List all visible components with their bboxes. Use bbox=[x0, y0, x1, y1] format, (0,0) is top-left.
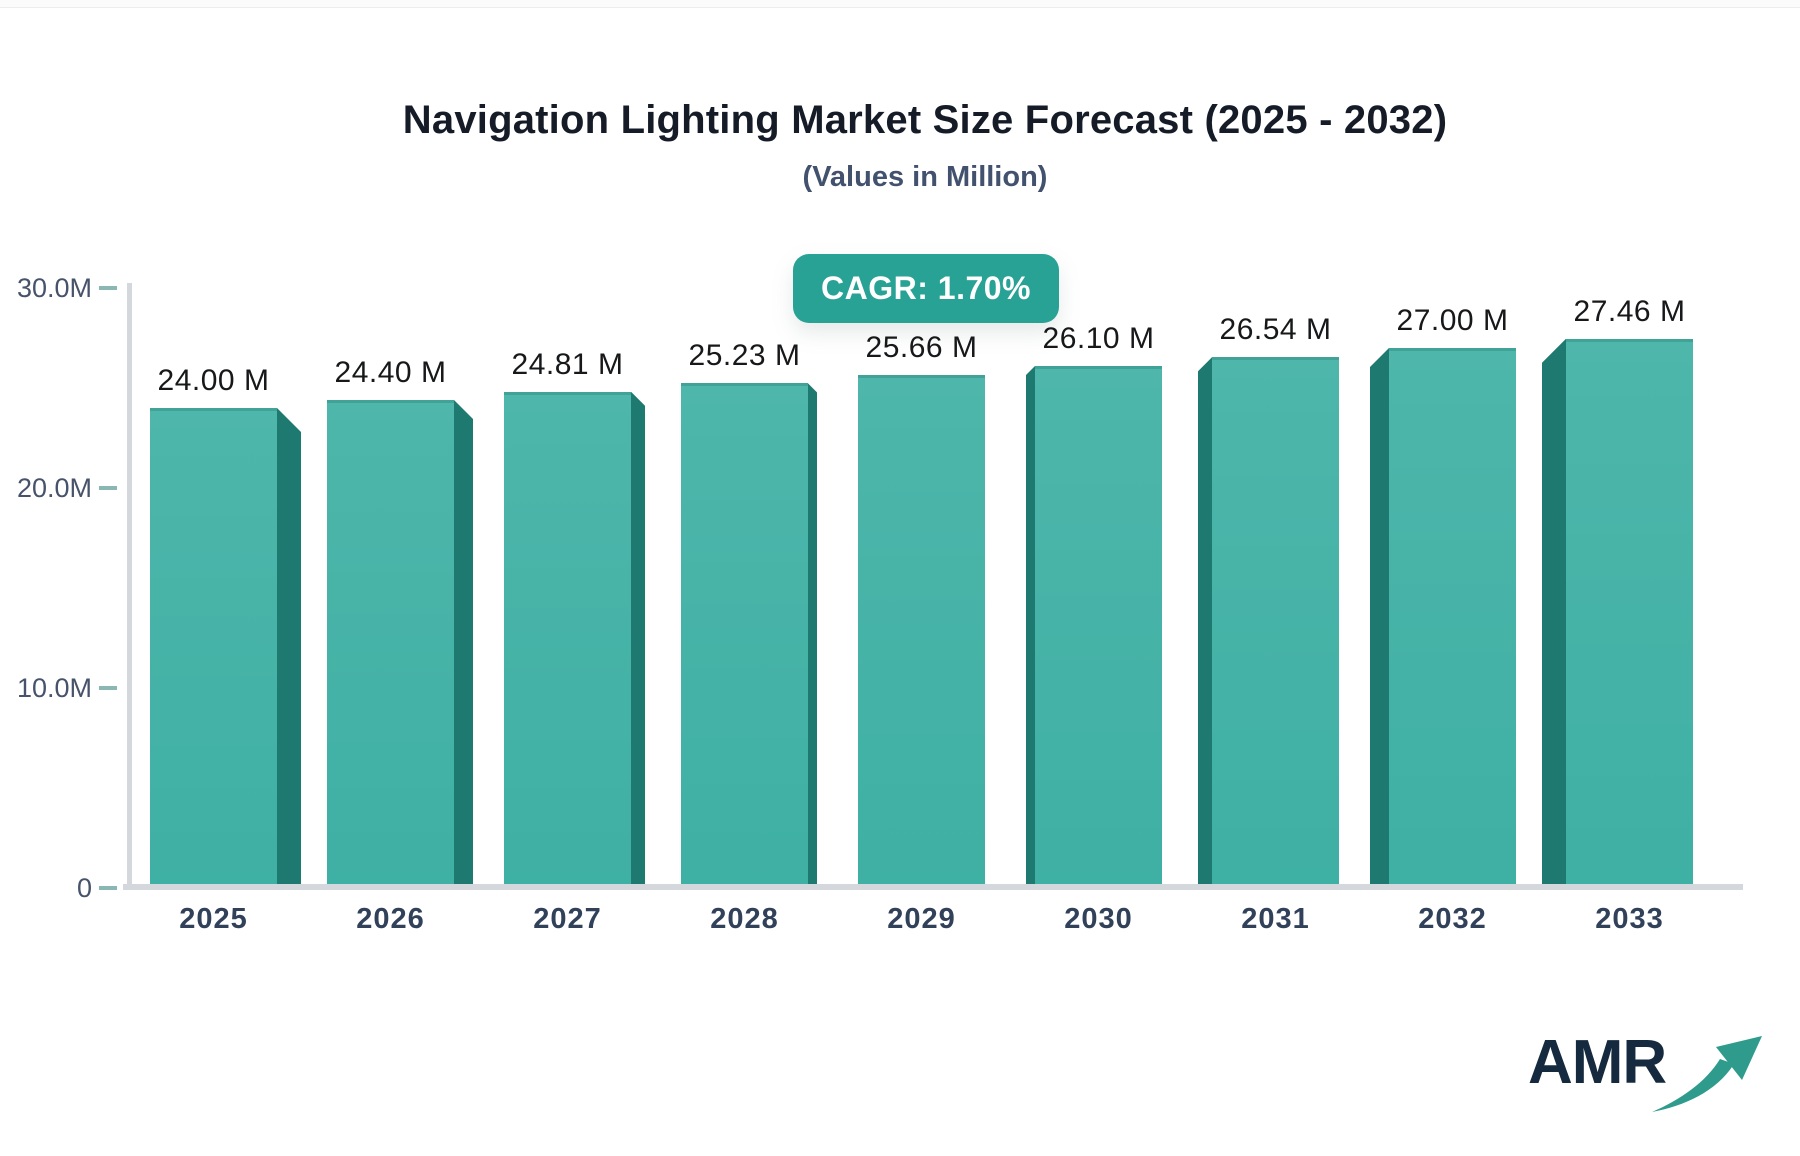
bar-value-label: 25.66 M bbox=[865, 330, 978, 364]
x-tick-label: 2032 bbox=[1418, 903, 1487, 935]
bar-side bbox=[808, 383, 817, 884]
x-tick-label: 2027 bbox=[533, 903, 602, 935]
bar-face bbox=[1035, 366, 1162, 884]
chart-title: Navigation Lighting Market Size Forecast… bbox=[402, 98, 1448, 142]
y-axis-line bbox=[127, 283, 132, 890]
bar-side bbox=[1198, 357, 1212, 884]
x-tick-label: 2025 bbox=[179, 903, 248, 935]
y-tick-label: 0 bbox=[76, 873, 92, 903]
bar-face bbox=[1389, 348, 1516, 884]
bar-value-label: 24.40 M bbox=[334, 356, 447, 389]
x-axis-line bbox=[123, 884, 1743, 890]
x-tick-label: 2031 bbox=[1241, 903, 1310, 935]
growth-arrow-icon bbox=[1652, 1036, 1763, 1112]
bar-face bbox=[1212, 357, 1339, 884]
bar-value-label: 25.23 M bbox=[688, 339, 801, 373]
bar-face bbox=[681, 383, 808, 884]
bar-side bbox=[631, 391, 645, 884]
bar-side bbox=[277, 408, 301, 884]
top-border bbox=[0, 0, 1800, 8]
bar-value-label: 26.54 M bbox=[1219, 313, 1332, 347]
x-tick-label: 2028 bbox=[710, 903, 779, 935]
bar-face bbox=[858, 374, 985, 884]
bar-face bbox=[327, 400, 454, 884]
bar-face bbox=[1566, 338, 1693, 884]
y-tick-label: 10.0M bbox=[16, 673, 92, 703]
amr-logo: AMR bbox=[1528, 1032, 1768, 1116]
cagr-badge: CAGR: 1.70% bbox=[793, 254, 1059, 323]
y-tick-mark bbox=[99, 486, 117, 490]
bar-side bbox=[1026, 366, 1035, 884]
bar-side bbox=[454, 400, 473, 884]
bar-value-label: 27.46 M bbox=[1573, 294, 1686, 328]
y-tick-mark bbox=[99, 886, 117, 890]
x-tick-label: 2030 bbox=[1064, 903, 1133, 935]
bar-value-label: 24.81 M bbox=[511, 347, 624, 381]
bar-face bbox=[150, 408, 277, 884]
title-block: Navigation Lighting Market Size Forecast… bbox=[50, 0, 1800, 193]
bar-value-label: 27.00 M bbox=[1396, 304, 1509, 337]
y-tick-mark bbox=[99, 686, 117, 690]
x-tick-label: 2029 bbox=[887, 903, 956, 935]
x-tick-label: 2033 bbox=[1595, 903, 1664, 935]
chart-subtitle: (Values in Million) bbox=[802, 161, 1048, 193]
y-tick-label: 20.0M bbox=[16, 473, 92, 503]
x-tick-label: 2026 bbox=[356, 903, 425, 935]
bar-value-label: 24.00 M bbox=[157, 364, 270, 397]
bar-face bbox=[504, 391, 631, 884]
y-tick-label: 30.0M bbox=[16, 273, 92, 303]
amr-logo-text: AMR bbox=[1528, 1028, 1667, 1097]
bar-side bbox=[1542, 338, 1566, 884]
bar-value-label: 26.10 M bbox=[1042, 322, 1155, 355]
bar-side bbox=[1370, 348, 1389, 884]
cagr-badge-label: CAGR: 1.70% bbox=[821, 270, 1031, 306]
y-tick-mark bbox=[99, 286, 117, 290]
